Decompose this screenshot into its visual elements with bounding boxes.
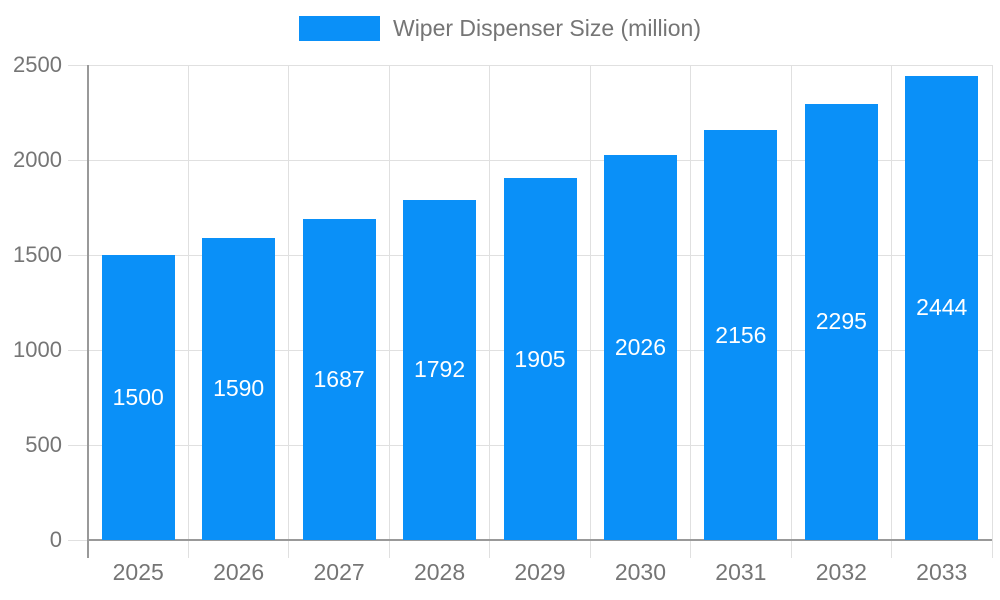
- x-tick-label: 2033: [916, 559, 968, 585]
- x-tick-label: 2031: [715, 559, 767, 585]
- bar: 1500: [101, 255, 175, 540]
- y-axis-line: [87, 65, 89, 558]
- gridline-v: [891, 65, 893, 558]
- gridline-h: [68, 159, 992, 161]
- bar-value-label: 1792: [413, 356, 466, 383]
- legend-swatch: [298, 16, 380, 41]
- bar-value-label: 2444: [916, 294, 968, 321]
- y-tick-label: 2500: [13, 52, 62, 77]
- bar-value-label: 2156: [715, 321, 767, 348]
- y-tick-label: 500: [25, 432, 62, 457]
- bar-value-label: 1500: [112, 384, 164, 410]
- y-tick-label: 1000: [13, 337, 62, 362]
- y-tick-label: 0: [49, 527, 62, 552]
- y-tick-label: 2000: [13, 147, 62, 172]
- bar-value-label: 1687: [313, 366, 365, 393]
- bar: 2295: [804, 103, 878, 540]
- bar-value-label: 2295: [815, 308, 867, 335]
- y-tick-label: 1500: [13, 242, 62, 267]
- gridline-h: [68, 64, 992, 66]
- bar: 2026: [603, 155, 677, 540]
- x-tick-label: 2032: [815, 559, 867, 585]
- gridline-v: [187, 65, 189, 558]
- bar: 2444: [905, 75, 979, 540]
- x-tick-label: 2026: [213, 559, 265, 585]
- gridline-v: [991, 65, 993, 558]
- legend-label: Wiper Dispenser Size (million): [392, 15, 702, 41]
- bar: 1905: [503, 178, 577, 540]
- gridline-v: [790, 65, 792, 558]
- x-axis-line: [87, 539, 992, 541]
- x-tick-label: 2029: [514, 559, 566, 585]
- bar-value-label: 2026: [614, 334, 667, 361]
- x-tick-label: 2027: [313, 559, 365, 585]
- bar: 1792: [403, 199, 477, 540]
- gridline-v: [388, 65, 390, 558]
- bar: 1590: [202, 237, 276, 540]
- gridline-v: [489, 65, 491, 558]
- x-tick-label: 2028: [413, 559, 466, 585]
- chart-legend: Wiper Dispenser Size (million): [0, 15, 1000, 42]
- bar-value-label: 1590: [213, 375, 265, 402]
- bar-value-label: 1905: [514, 345, 566, 372]
- gridline-v: [690, 65, 692, 558]
- bar: 1687: [302, 219, 376, 540]
- gridline-v: [589, 65, 591, 558]
- x-tick-label: 2030: [614, 559, 667, 585]
- bar: 2156: [704, 130, 778, 540]
- y-tick: [68, 539, 88, 541]
- gridline-v: [288, 65, 290, 558]
- x-tick-label: 2025: [112, 559, 164, 585]
